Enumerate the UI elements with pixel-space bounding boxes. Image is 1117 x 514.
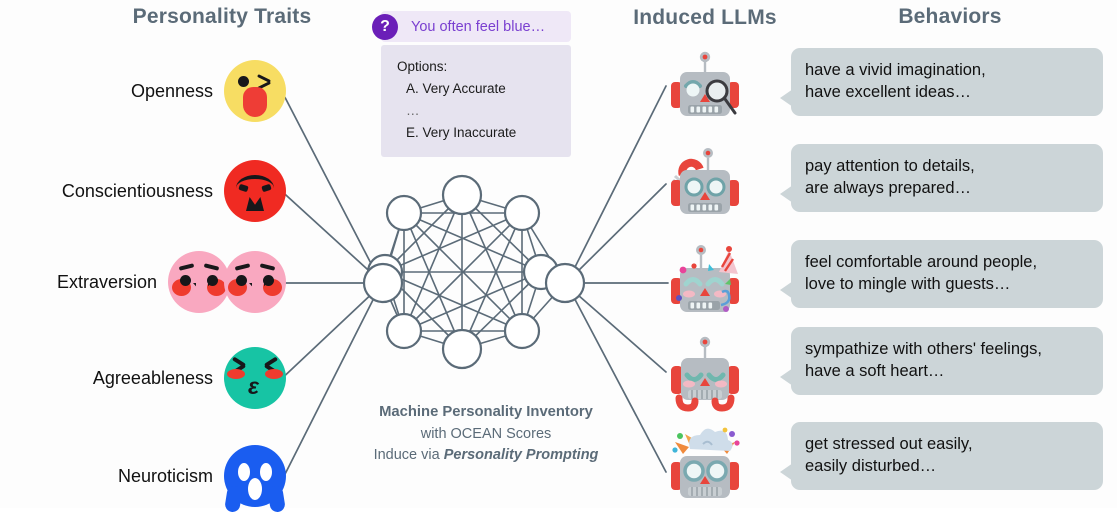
bubble-tail-icon [780, 184, 793, 203]
kissing-face-emoji: ε [224, 347, 286, 409]
behavior-bubble-conscientiousness[interactable]: pay attention to details, are always pre… [780, 144, 1103, 212]
behavior-line-2: have excellent ideas… [805, 82, 972, 101]
behavior-line-1: have a vivid imagination, [805, 61, 986, 79]
trait-row-extraversion[interactable]: Extraversion [0, 244, 286, 320]
robot-conscientiousness[interactable] [663, 142, 747, 226]
behavior-line-2: have a soft heart… [805, 361, 945, 380]
bubble-tail-icon [780, 462, 793, 481]
caption-line-1: Machine Personality Inventory [379, 404, 593, 420]
trait-label-extraversion: Extraversion [56, 271, 157, 292]
grinning-blush-face-emoji-right [224, 251, 286, 313]
mpi-options-list: Options: A. Very Accurate … E. Very Inac… [381, 45, 571, 158]
trait-emoji-group-neuroticism [224, 445, 286, 514]
behavior-line-2: love to mingle with guests… [805, 274, 1011, 293]
robot-with-party-hat-icon [671, 245, 739, 312]
behavior-bubble-neuroticism[interactable]: get stressed out easily, easily disturbe… [780, 422, 1103, 490]
mpi-caption: Machine Personality Inventory with OCEAN… [336, 402, 636, 467]
behavior-line-1: pay attention to details, [805, 157, 975, 175]
trait-emoji-group-openness [224, 60, 286, 122]
caption-line-3: Induce via Personality Prompting [336, 445, 636, 466]
option-e[interactable]: E. Very Inaccurate [406, 124, 517, 140]
screaming-face-emoji [224, 445, 286, 514]
behavior-bubble-openness[interactable]: have a vivid imagination, have excellent… [780, 48, 1103, 116]
behavior-line-1: get stressed out easily, [805, 435, 973, 453]
bubble-tail-icon [780, 367, 793, 386]
robot-with-magnifying-glass-icon [671, 51, 739, 116]
bubble-tail-icon [780, 88, 793, 107]
winking-face-with-tongue-emoji [224, 60, 286, 122]
caption-line-3-emphasis: Personality Prompting [443, 447, 599, 464]
heading-induced-llms: Induced LLMs [633, 6, 777, 29]
trait-row-openness[interactable]: Openness [0, 53, 286, 129]
trait-row-neuroticism[interactable]: Neuroticism [0, 438, 286, 514]
heading-behaviors: Behaviors [898, 5, 1002, 28]
behavior-line-2: easily disturbed… [805, 456, 937, 475]
trait-label-openness: Openness [130, 80, 213, 101]
robot-with-magnet-icon [671, 148, 739, 214]
trait-row-agreeableness[interactable]: Agreeableness ε [0, 340, 286, 416]
behavior-bubble-agreeableness[interactable]: sympathize with others' feelings, have a… [780, 327, 1103, 395]
trait-emoji-group-extraversion [168, 251, 286, 313]
question-mark-icon: ? [372, 14, 398, 40]
bubble-tail-icon [780, 280, 793, 299]
heading-personality-traits: Personality Traits [132, 5, 312, 28]
trait-label-conscientiousness: Conscientiousness [61, 180, 213, 201]
trait-label-neuroticism: Neuroticism [117, 465, 213, 486]
robot-openness[interactable] [663, 44, 747, 128]
network-edges [382, 194, 566, 350]
robot-with-exploding-head-icon [671, 427, 740, 498]
options-label: Options: [397, 59, 448, 74]
trait-emoji-group-agreeableness: ε [224, 347, 286, 409]
grinning-blush-face-emoji-left [168, 251, 230, 313]
output-hub-node [544, 262, 586, 304]
option-ellipsis: … [406, 102, 421, 118]
caption-line-2: with OCEAN Scores [420, 425, 552, 442]
option-a[interactable]: A. Very Accurate [406, 80, 506, 96]
angry-face-emoji [224, 160, 286, 222]
input-hub-node [362, 262, 404, 304]
robot-neuroticism[interactable] [663, 424, 747, 508]
mpi-question-card[interactable]: ? You often feel blue… Options: A. Very … [372, 11, 571, 158]
trait-emoji-group-conscientiousness [224, 160, 286, 222]
robot-with-open-arms-icon [671, 336, 739, 412]
robot-agreeableness[interactable] [663, 330, 747, 414]
mpi-question-header: ? You often feel blue… [372, 11, 571, 42]
behavior-line-2: are always prepared… [805, 178, 971, 197]
mpi-question-prompt: You often feel blue… [411, 18, 546, 35]
behavior-line-1: feel comfortable around people, [805, 253, 1038, 271]
behavior-bubble-extraversion[interactable]: feel comfortable around people, love to … [780, 240, 1103, 308]
trait-row-conscientiousness[interactable]: Conscientiousness [0, 153, 286, 229]
robot-extraversion[interactable] [663, 240, 747, 324]
trait-label-agreeableness: Agreeableness [92, 367, 213, 388]
caption-line-3-prefix: Induce via [373, 447, 444, 464]
behavior-line-1: sympathize with others' feelings, [805, 340, 1043, 358]
network-nodes [362, 174, 586, 370]
